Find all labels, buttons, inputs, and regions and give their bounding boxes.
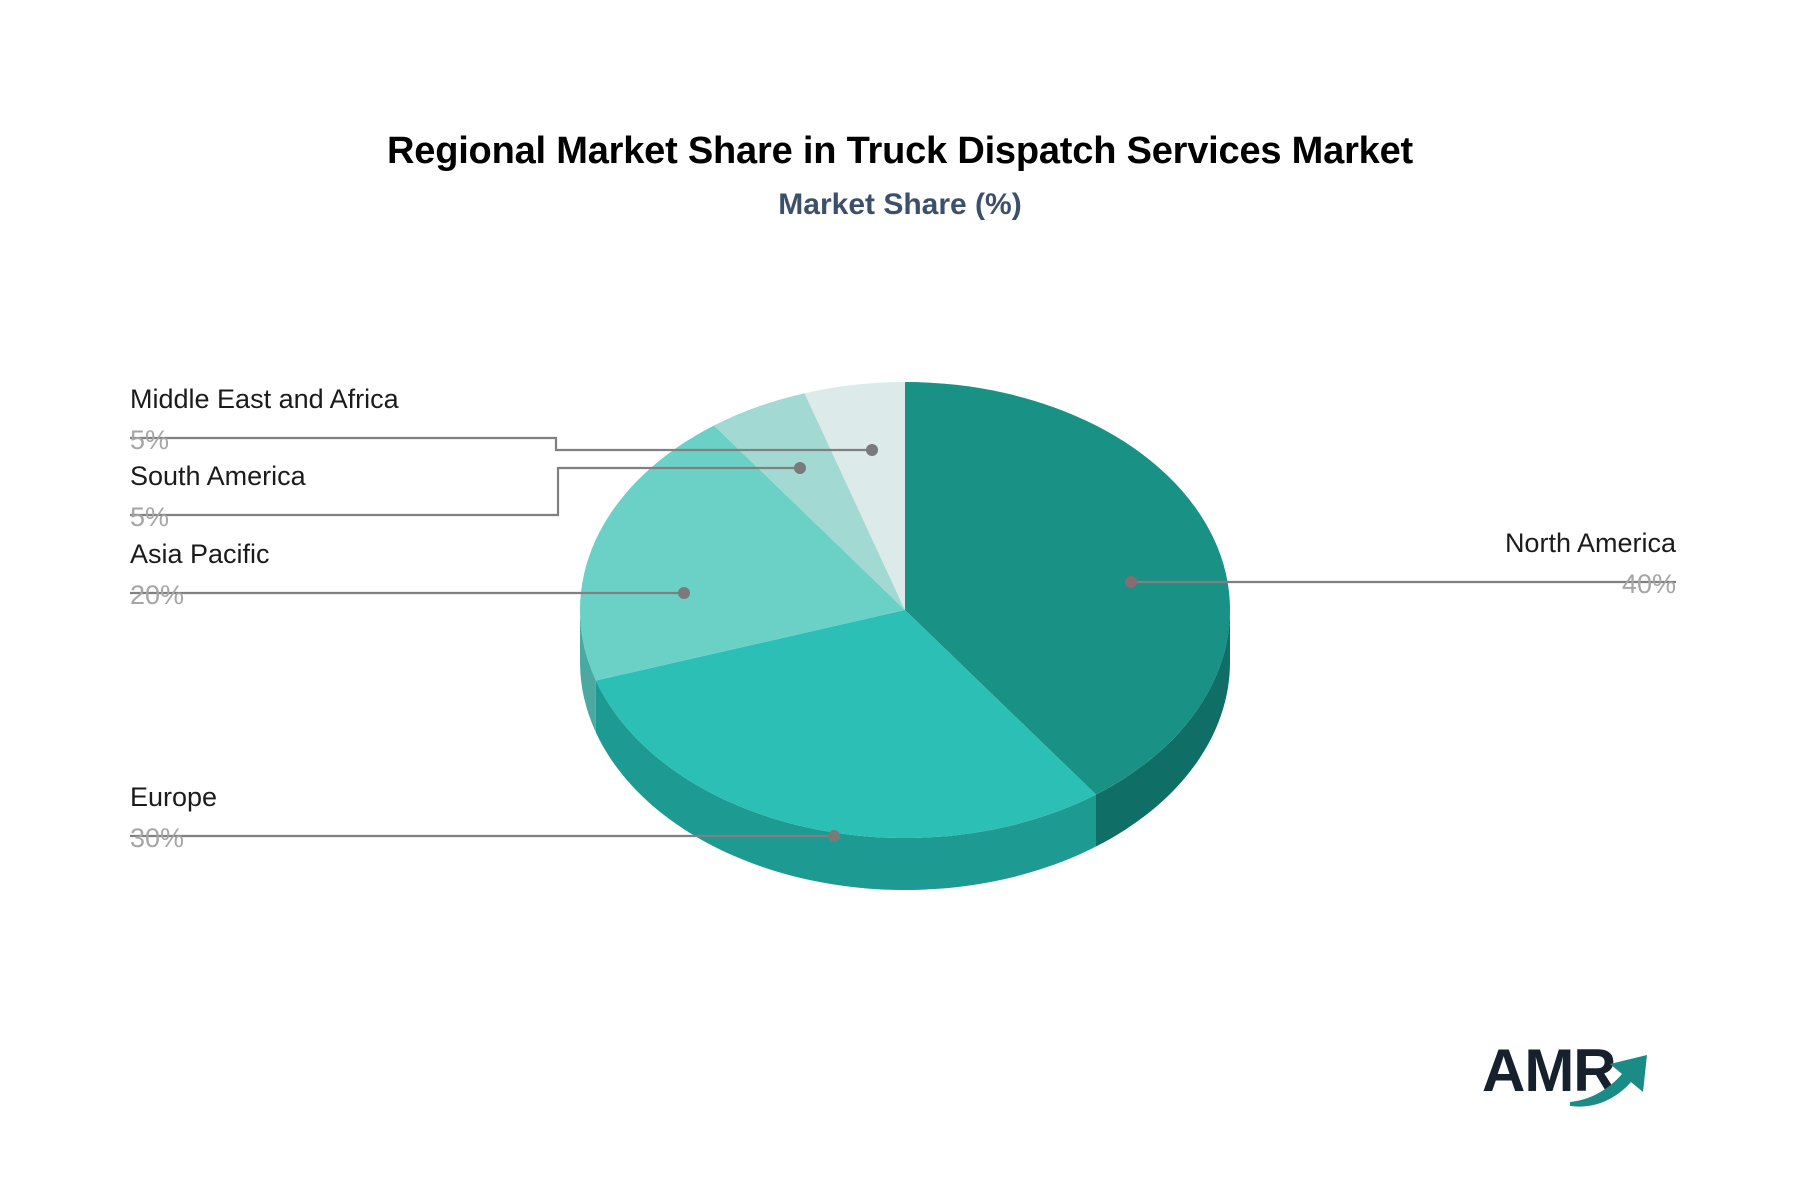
- amr-wordmark: AMR: [1482, 1037, 1617, 1104]
- leader-dot-europe: [828, 830, 840, 842]
- pie-top-faces: [579, 382, 1231, 839]
- pie-slice-middle-east-and-africa[interactable]: [804, 382, 905, 610]
- pie-slice-asia-pacific[interactable]: [579, 425, 905, 681]
- leader-line-mea: [130, 436, 872, 452]
- label-north-america[interactable]: North America 40%: [1176, 530, 1676, 598]
- label-middle-east-and-africa[interactable]: Middle East and Africa 5%: [130, 386, 399, 454]
- leader-lines: [130, 436, 1676, 842]
- amr-logo: AMR: [1482, 1030, 1662, 1110]
- leader-dot-mea: [866, 444, 878, 456]
- label-name-europe: Europe: [130, 782, 218, 812]
- pie-3d-side-walls: [579, 610, 1230, 891]
- label-value-asia-pacific: 20%: [130, 580, 185, 610]
- leader-dot-north-america: [1125, 576, 1137, 588]
- pie-side-north-america: [1096, 610, 1230, 847]
- leader-line-south-america: [130, 466, 800, 517]
- label-europe[interactable]: Europe 30%: [130, 784, 217, 852]
- label-asia-pacific[interactable]: Asia Pacific 20%: [130, 541, 270, 609]
- trending-up-arrow-icon: [1570, 1055, 1647, 1107]
- label-value-south-america: 5%: [130, 502, 170, 532]
- pie-slice-north-america[interactable]: [905, 382, 1231, 795]
- label-value-europe: 30%: [130, 823, 185, 853]
- label-name-south-america: South America: [130, 461, 306, 491]
- pie-side-europe: [595, 680, 1096, 891]
- label-south-america[interactable]: South America 5%: [130, 463, 306, 531]
- leader-dot-south-america: [794, 462, 806, 474]
- label-value-north-america: 40%: [1621, 569, 1676, 599]
- leader-dot-asia-pacific: [678, 587, 690, 599]
- label-value-mea: 5%: [130, 425, 170, 455]
- chart-title: Regional Market Share in Truck Dispatch …: [387, 130, 1413, 172]
- label-name-mea: Middle East and Africa: [130, 384, 399, 414]
- pie-side-asia-pacific: [579, 610, 596, 733]
- label-name-north-america: North America: [1504, 528, 1676, 558]
- pie-slice-europe[interactable]: [595, 610, 1096, 839]
- chart-subtitle: Market Share (%): [778, 188, 1022, 221]
- amr-arrow-svg: [1570, 1055, 1647, 1107]
- label-name-asia-pacific: Asia Pacific: [130, 539, 270, 569]
- pie-slice-south-america[interactable]: [714, 393, 905, 610]
